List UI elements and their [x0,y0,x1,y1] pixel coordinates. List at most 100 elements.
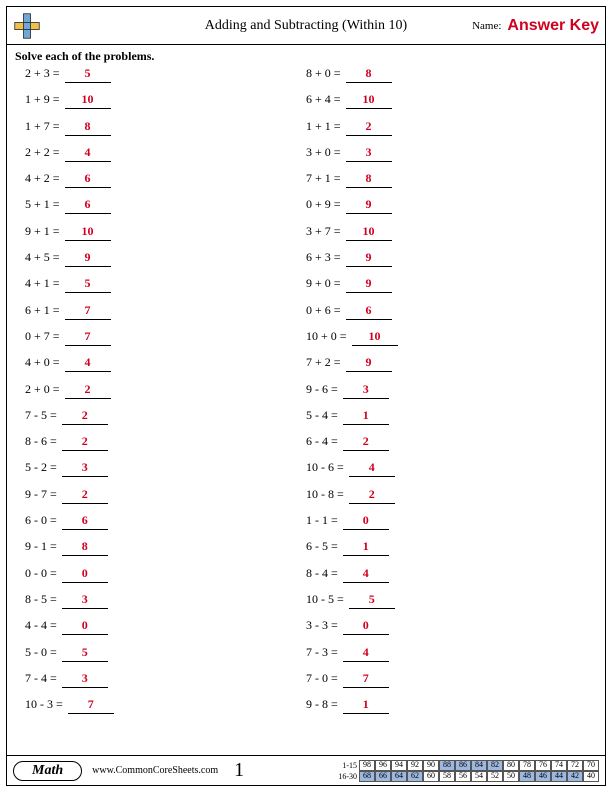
answer-blank: 8 [62,539,108,556]
problem: 10 - 6 = 4 [306,460,587,486]
problem: 2 + 0 = 2 [25,382,306,408]
answer-key-label: Answer Key [507,17,599,35]
problem: 7 + 2 = 9 [306,355,587,381]
problem-expression: 9 - 1 = [25,539,60,554]
problem: 9 + 1 = 10 [25,224,306,250]
problem: 8 - 4 = 4 [306,566,587,592]
problem: 7 + 1 = 8 [306,171,587,197]
score-cell: 72 [567,760,583,771]
answer-blank: 3 [62,671,108,688]
problem-expression: 9 + 0 = [306,276,344,291]
problem: 3 + 0 = 3 [306,145,587,171]
problem: 4 + 1 = 5 [25,276,306,302]
problem-expression: 4 + 2 = [25,171,63,186]
problem: 1 - 1 = 0 [306,513,587,539]
problem: 10 - 5 = 5 [306,592,587,618]
score-cell: 70 [583,760,599,771]
problem-expression: 10 - 3 = [25,697,66,712]
problem: 8 - 6 = 2 [25,434,306,460]
problem: 10 - 3 = 7 [25,697,306,723]
name-label: Name: [472,20,501,32]
score-cell: 66 [375,771,391,782]
score-cell: 42 [567,771,583,782]
score-cell: 86 [455,760,471,771]
problem-expression: 7 - 3 = [306,645,341,660]
problem-expression: 3 + 7 = [306,224,344,239]
answer-blank: 8 [65,119,111,136]
answer-blank: 4 [65,355,111,372]
problem: 5 + 1 = 6 [25,197,306,223]
answer-blank: 0 [343,618,389,635]
subject-pill: Math [13,761,82,781]
problem-expression: 6 - 5 = [306,539,341,554]
score-cell: 62 [407,771,423,782]
problem-expression: 6 + 3 = [306,250,344,265]
answer-blank: 6 [62,513,108,530]
worksheet-page: Adding and Subtracting (Within 10) Name:… [6,6,606,786]
score-cell: 68 [359,771,375,782]
score-cell: 92 [407,760,423,771]
answer-blank: 7 [65,329,111,346]
problem: 10 + 0 = 10 [306,329,587,355]
problem-expression: 0 + 6 = [306,303,344,318]
problem-expression: 4 - 4 = [25,618,60,633]
problem-expression: 5 - 0 = [25,645,60,660]
answer-blank: 3 [346,145,392,162]
answer-blank: 1 [343,697,389,714]
answer-blank: 4 [349,460,395,477]
problem-expression: 7 - 0 = [306,671,341,686]
problem-expression: 6 - 0 = [25,513,60,528]
problem: 8 + 0 = 8 [306,66,587,92]
score-cell: 78 [519,760,535,771]
score-cell: 52 [487,771,503,782]
problem-expression: 0 + 9 = [306,197,344,212]
problem-expression: 1 + 9 = [25,92,63,107]
footer: Math www.CommonCoreSheets.com 1 1-159896… [7,755,605,785]
problem-expression: 0 + 7 = [25,329,63,344]
score-row: 1-15989694929088868482807876747270 [331,760,599,771]
problem: 0 - 0 = 0 [25,566,306,592]
answer-blank: 2 [65,382,111,399]
problem: 5 - 2 = 3 [25,460,306,486]
problem: 9 - 6 = 3 [306,382,587,408]
problem: 4 + 2 = 6 [25,171,306,197]
answer-blank: 6 [65,171,111,188]
score-cell: 90 [423,760,439,771]
score-cell: 80 [503,760,519,771]
score-cell: 56 [455,771,471,782]
answer-blank: 5 [65,276,111,293]
problem: 7 - 5 = 2 [25,408,306,434]
score-cell: 44 [551,771,567,782]
problem-expression: 7 + 2 = [306,355,344,370]
answer-blank: 10 [346,224,392,241]
problem-expression: 6 - 4 = [306,434,341,449]
problem: 9 - 1 = 8 [25,539,306,565]
answer-blank: 7 [65,303,111,320]
score-cell: 48 [519,771,535,782]
page-title: Adding and Subtracting (Within 10) [205,18,407,34]
answer-blank: 8 [346,171,392,188]
score-cell: 58 [439,771,455,782]
answer-blank: 3 [62,592,108,609]
cross-logo-icon [13,12,41,40]
score-row-label: 16-30 [331,771,359,782]
score-row: 16-30686664626058565452504846444240 [331,771,599,782]
problem-expression: 7 - 4 = [25,671,60,686]
answer-blank: 8 [346,66,392,83]
problem-expression: 10 - 5 = [306,592,347,607]
problem-expression: 9 + 1 = [25,224,63,239]
problem-expression: 10 - 8 = [306,487,347,502]
answer-blank: 2 [62,408,108,425]
problem-expression: 8 - 5 = [25,592,60,607]
problem: 0 + 9 = 9 [306,197,587,223]
problem: 1 + 9 = 10 [25,92,306,118]
answer-blank: 9 [346,355,392,372]
problem: 6 + 4 = 10 [306,92,587,118]
problem: 9 - 8 = 1 [306,697,587,723]
score-cell: 96 [375,760,391,771]
score-row-label: 1-15 [331,760,359,771]
problem-expression: 8 + 0 = [306,66,344,81]
problem: 5 - 4 = 1 [306,408,587,434]
problem-expression: 7 + 1 = [306,171,344,186]
problem-expression: 6 + 4 = [306,92,344,107]
